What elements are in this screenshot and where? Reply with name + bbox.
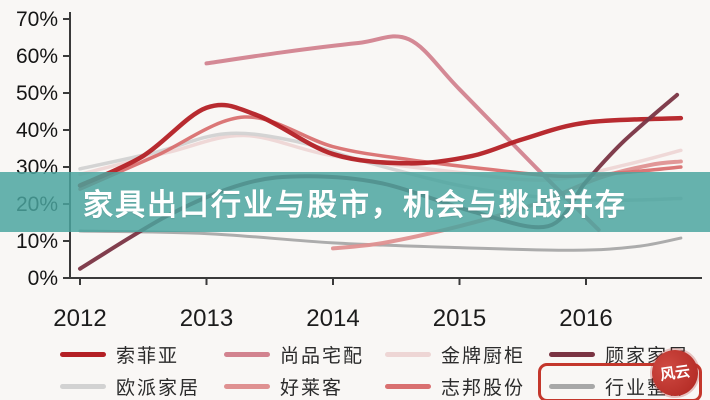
y-axis-tick-label: 70% — [16, 8, 58, 31]
x-axis-tick-label: 2013 — [180, 305, 233, 332]
y-axis-tick-label: 0% — [28, 267, 58, 290]
legend-item-sofia: 索菲亚 — [60, 341, 179, 367]
legend-swatch — [549, 383, 595, 389]
headline-banner: 家具出口行业与股市，机会与挑战并存 — [0, 172, 710, 232]
x-axis-tick-label: 2016 — [559, 305, 612, 332]
legend-swatch — [224, 351, 270, 357]
watermark-stamp-text: 风云 — [658, 362, 692, 384]
chart-legend: 索菲亚 尚品宅配 金牌厨柜 顾家家居 欧派家居 好莱客 志邦股份 行业整体 — [0, 333, 710, 400]
legend-label: 尚品宅配 — [280, 345, 365, 367]
series-line-行业整体 — [78, 229, 683, 252]
legend-swatch — [60, 351, 106, 357]
y-axis-tick-label: 60% — [16, 45, 58, 68]
legend-swatch — [385, 383, 431, 389]
legend-swatch — [224, 383, 270, 389]
legend-label: 金牌厨柜 — [441, 345, 526, 367]
y-axis-tick-label: 10% — [16, 230, 58, 253]
legend-item-jinpai: 金牌厨柜 — [385, 341, 525, 367]
legend-label: 好莱客 — [280, 377, 344, 399]
legend-item-holike: 好莱客 — [224, 373, 343, 399]
headline-title: 家具出口行业与股市，机会与挑战并存 — [83, 189, 627, 222]
series-line-索菲亚 — [77, 102, 684, 188]
legend-label: 索菲亚 — [116, 345, 180, 367]
legend-swatch — [60, 383, 106, 389]
legend-label: 欧派家居 — [116, 377, 201, 399]
legend-label: 志邦股份 — [441, 377, 526, 399]
y-axis-tick-label: 40% — [16, 119, 58, 142]
series-line-尚品宅配 — [204, 34, 601, 232]
x-axis-tick-label: 2015 — [433, 305, 486, 332]
legend-swatch — [549, 351, 595, 357]
legend-item-shangpin: 尚品宅配 — [224, 341, 364, 367]
legend-item-zbom: 志邦股份 — [385, 373, 525, 399]
legend-swatch — [385, 351, 431, 357]
legend-item-oppein: 欧派家居 — [60, 373, 200, 399]
x-axis-tick-label: 2012 — [53, 305, 106, 332]
x-axis-tick-label: 2014 — [306, 305, 359, 332]
y-axis-tick-label: 50% — [16, 82, 58, 105]
